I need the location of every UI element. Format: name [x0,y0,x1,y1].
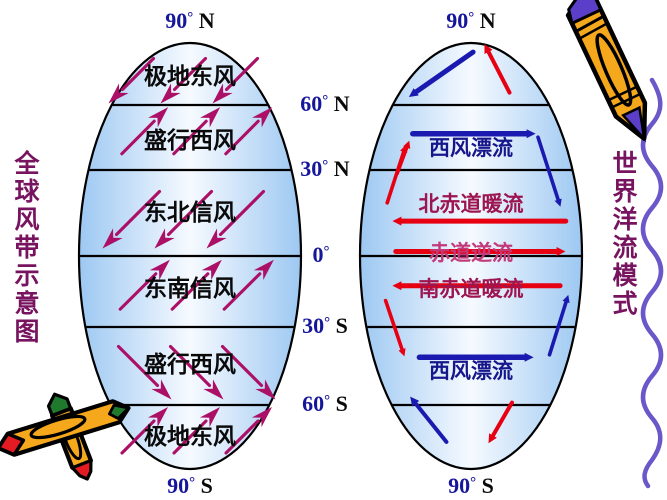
svg-text:60° S: 60° S [302,391,348,416]
svg-text:图: 图 [14,318,39,346]
svg-text:南赤道暖流: 南赤道暖流 [419,277,524,301]
svg-text:30° N: 30° N [300,156,350,181]
svg-text:示: 示 [14,262,39,290]
svg-text:极地东风: 极地东风 [144,423,236,449]
svg-text:盛行西风: 盛行西风 [144,127,236,153]
svg-text:东南信风: 东南信风 [144,275,236,301]
svg-text:60° N: 60° N [300,91,350,116]
svg-text:90° N: 90° N [446,8,496,33]
svg-text:0°: 0° [313,242,330,267]
svg-text:式: 式 [612,290,637,318]
svg-text:全: 全 [13,149,40,178]
svg-text:盛行西风: 盛行西风 [144,351,236,377]
svg-text:风: 风 [14,206,39,234]
svg-text:流: 流 [612,234,637,262]
svg-text:界: 界 [612,178,637,206]
svg-text:30° S: 30° S [302,313,348,338]
svg-text:90° S: 90° S [167,473,213,498]
svg-text:西风漂流: 西风漂流 [429,359,513,383]
svg-text:模: 模 [612,261,638,290]
svg-text:赤道逆流: 赤道逆流 [429,241,513,265]
svg-text:90° S: 90° S [448,473,494,498]
svg-text:极地东风: 极地东风 [144,63,236,89]
svg-text:带: 带 [14,234,39,262]
svg-text:世: 世 [612,150,637,178]
svg-text:球: 球 [14,178,40,206]
svg-text:洋: 洋 [612,205,637,234]
svg-text:西风漂流: 西风漂流 [429,136,513,160]
svg-text:北赤道暖流: 北赤道暖流 [419,192,524,216]
svg-text:90° N: 90° N [165,8,215,33]
svg-text:意: 意 [14,289,39,318]
svg-text:东北信风: 东北信风 [144,199,236,225]
